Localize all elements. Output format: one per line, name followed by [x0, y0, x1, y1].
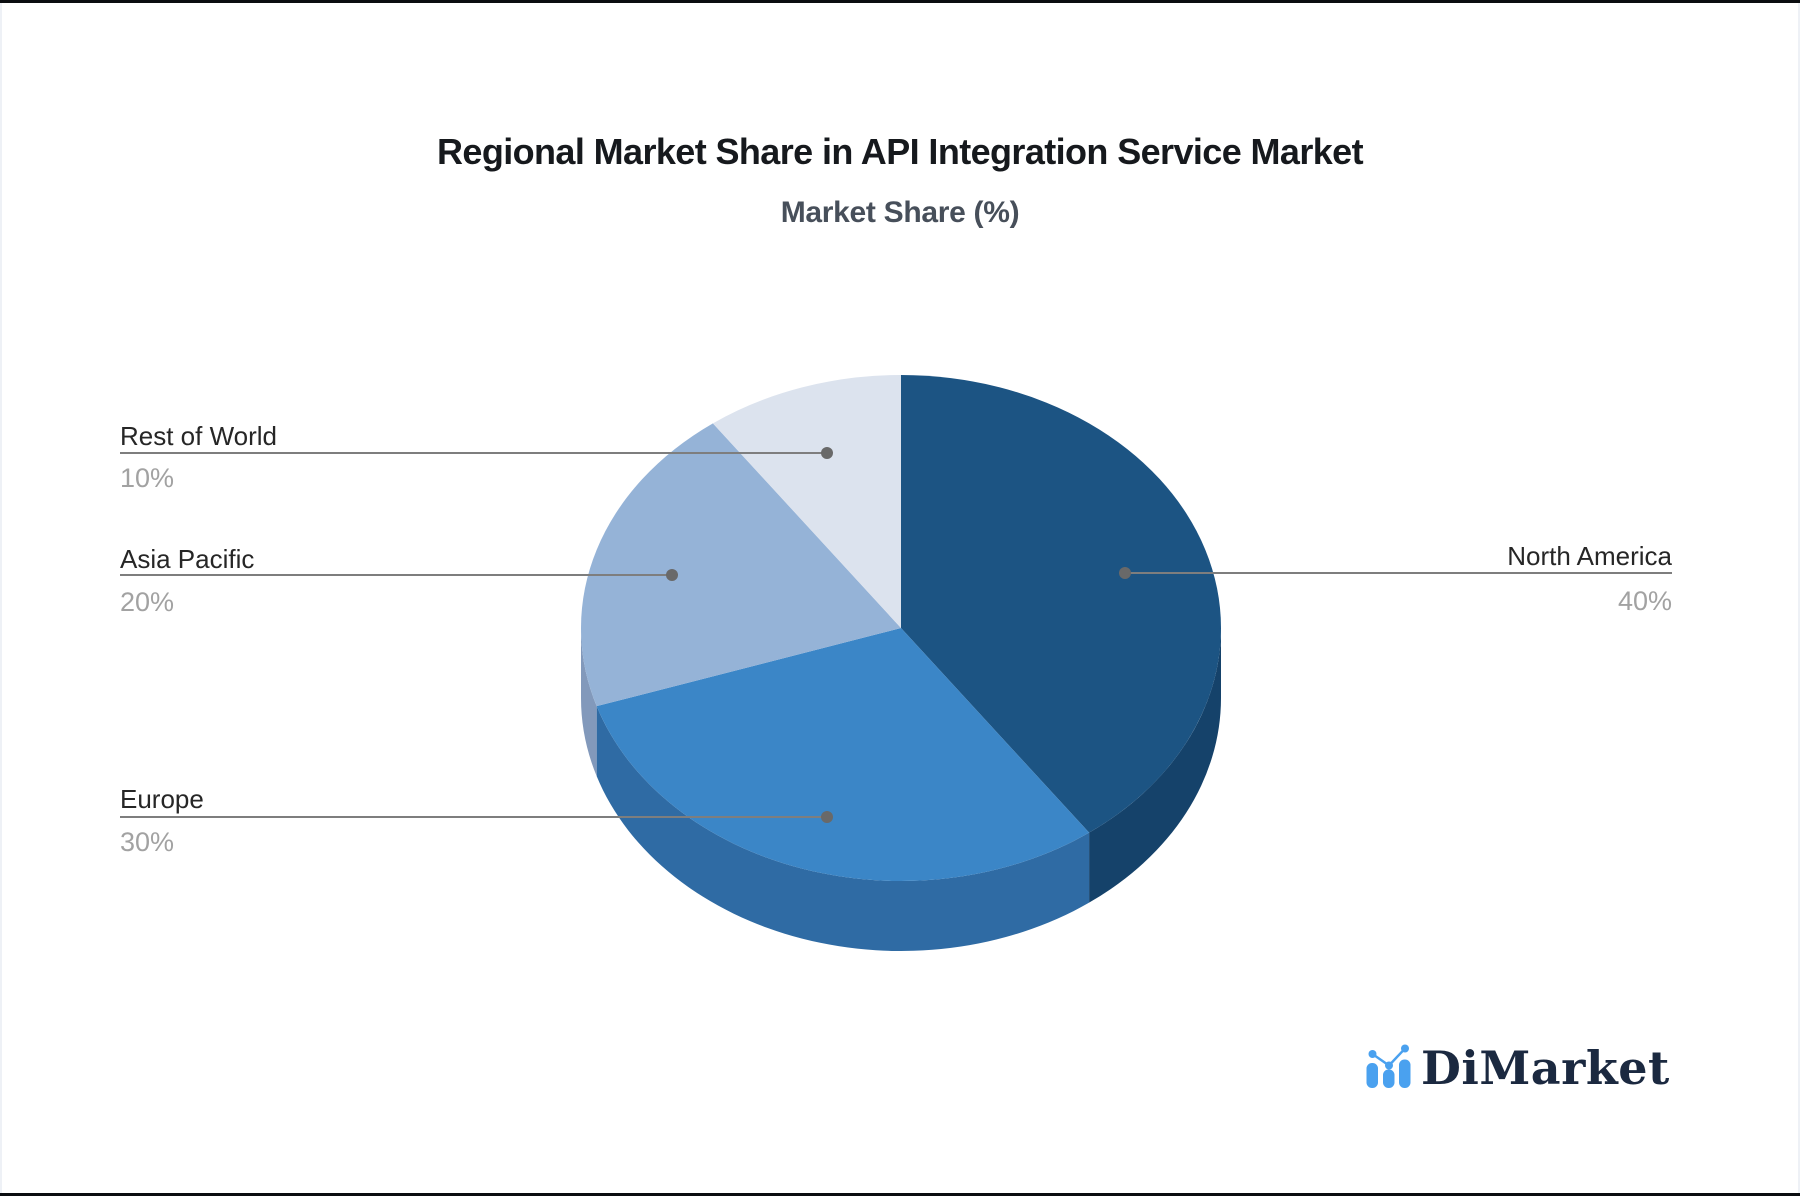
slice-value-europe: 30% [120, 827, 175, 857]
pie-slice-north-america[interactable] [901, 375, 1221, 833]
slice-label-rest-of-world: Rest of World [120, 421, 278, 451]
slice-value-north-america: 40% [1617, 586, 1672, 616]
chart-title: Regional Market Share in API Integration… [437, 131, 1364, 172]
logo-dot-1 [1368, 1050, 1377, 1058]
dimarket-logo: DiMarket [1366, 1041, 1670, 1095]
pie-slice-rest-of-world[interactable] [712, 375, 901, 628]
connector-lines-group [120, 447, 1672, 823]
pie-slice-asia-pacific[interactable] [581, 423, 901, 707]
connector-dot-north-america [1119, 567, 1131, 579]
dimarket-logo-text: DiMarket [1421, 1041, 1670, 1095]
slice-label-asia-pacific: Asia Pacific [120, 544, 255, 574]
logo-dot-3 [1401, 1044, 1409, 1053]
pie-slices-group [581, 375, 1221, 951]
slice-label-north-america: North America [1507, 541, 1672, 571]
window-bottom-edge [0, 1193, 1800, 1196]
connector-dot-europe [821, 811, 833, 823]
chart-subtitle: Market Share (%) [780, 196, 1020, 229]
pie-slice-side-north-america [1089, 628, 1221, 903]
window-right-edge [1798, 0, 1800, 1196]
logo-dot-2 [1385, 1061, 1393, 1070]
connector-dot-rest-of-world [821, 447, 833, 459]
logo-bar-1 [1366, 1063, 1378, 1088]
connector-dot-asia-pacific [666, 569, 678, 581]
pie-slice-side-asia-pacific [581, 628, 597, 777]
slice-label-europe: Europe [120, 784, 204, 814]
pie-slice-side-europe [596, 706, 1090, 951]
logo-bar-3 [1399, 1059, 1411, 1088]
slice-value-rest-of-world: 10% [120, 463, 175, 493]
window-left-edge [0, 0, 2, 1196]
slice-value-asia-pacific: 20% [120, 587, 175, 617]
window-top-edge [0, 0, 1800, 3]
bar-chart-logo-icon [1366, 1044, 1411, 1088]
logo-bar-2 [1383, 1069, 1395, 1088]
